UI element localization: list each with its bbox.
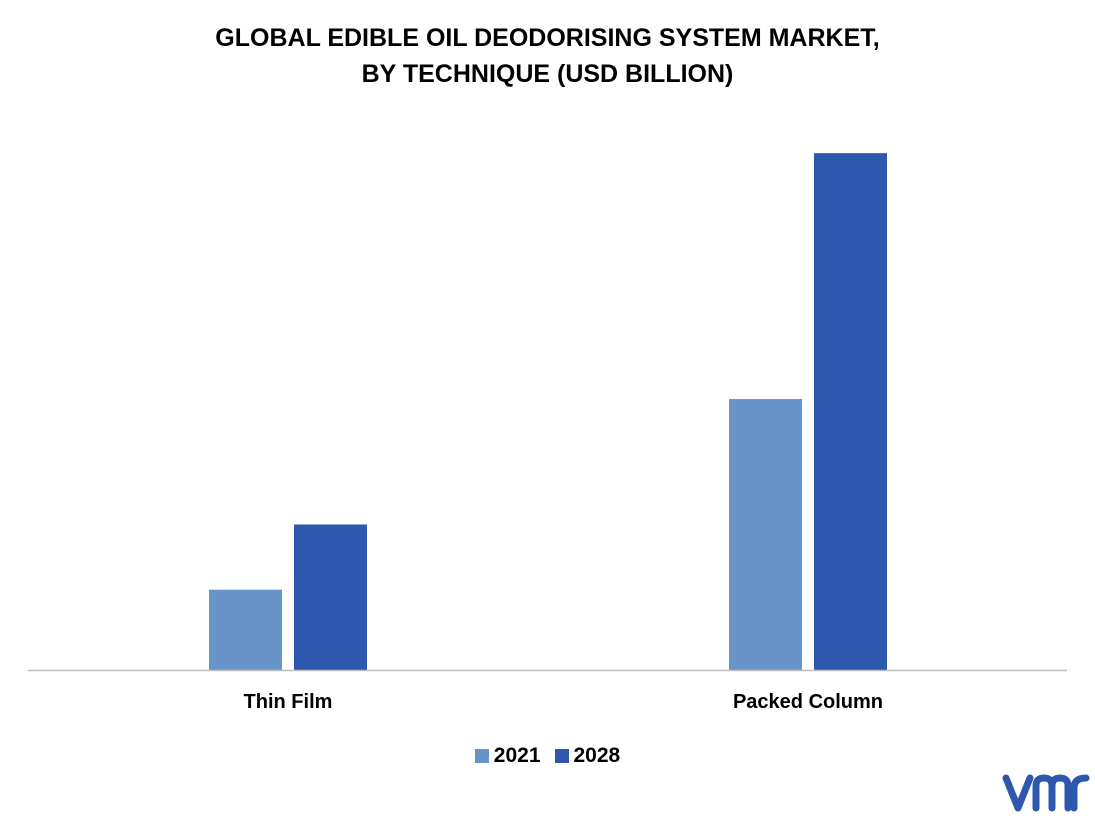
legend-swatch-2028 <box>554 749 569 763</box>
x-tick-label-packed-column: Packed Column <box>733 691 883 713</box>
legend-label-2028: 2028 <box>573 744 621 767</box>
legend: 2021 2028 <box>0 744 1095 768</box>
legend-swatch-2021 <box>474 749 489 763</box>
bar-packed-column-2021 <box>729 399 802 670</box>
legend-label-2021: 2021 <box>493 744 541 767</box>
bar-packed-column-2028 <box>814 153 887 671</box>
chart-title: GLOBAL EDIBLE OIL DEODORISING SYSTEM MAR… <box>0 20 1095 92</box>
legend-item-2028: 2028 <box>554 744 621 768</box>
bar-thin-film-2021 <box>209 589 282 670</box>
chart-title-line-2: BY TECHNIQUE (USD BILLION) <box>361 60 734 88</box>
legend-item-2021: 2021 <box>474 744 541 768</box>
chart-title-line-1: GLOBAL EDIBLE OIL DEODORISING SYSTEM MAR… <box>215 24 880 52</box>
x-tick-label-thin-film: Thin Film <box>244 691 333 713</box>
vmr-logo-icon: vm <box>1002 774 1090 812</box>
bar-thin-film-2028 <box>294 524 367 670</box>
